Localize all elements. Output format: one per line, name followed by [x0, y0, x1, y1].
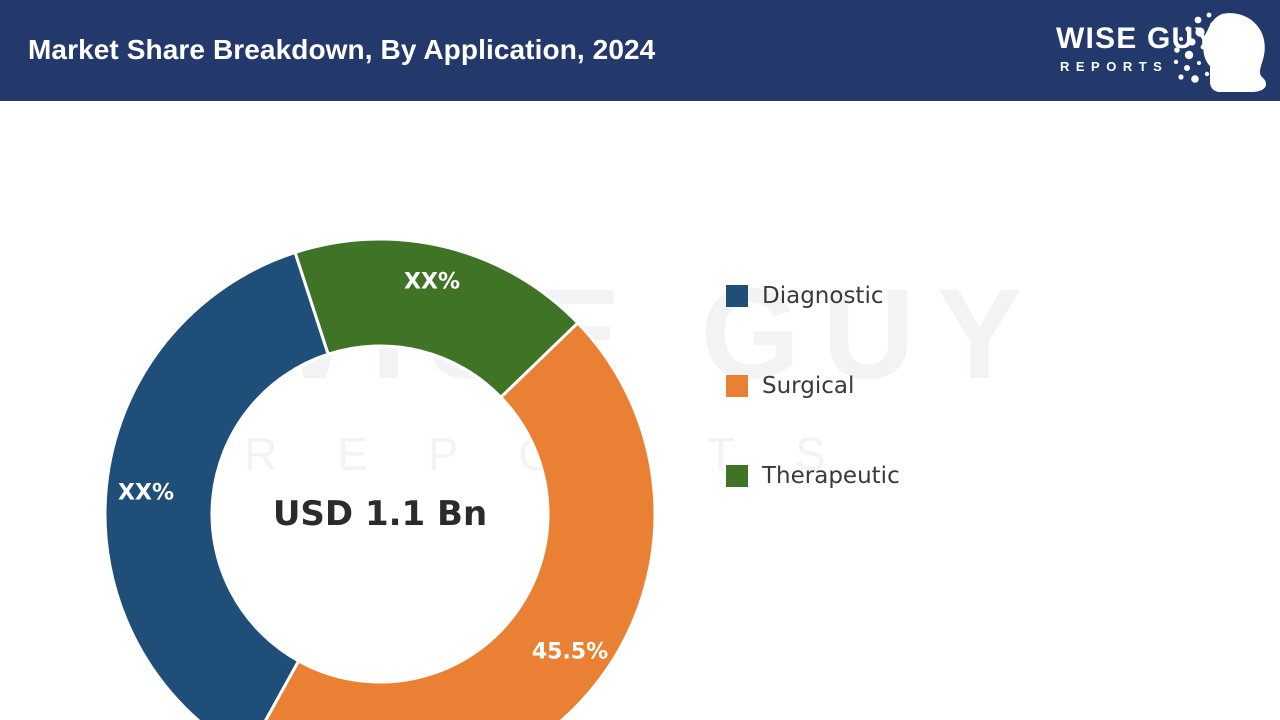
chart-canvas: WISE GUY REPORTS XX%45.5%XX% USD 1.1 Bn …: [0, 101, 1280, 720]
donut-chart: XX% 45.5% XX% USD 1.1 Bn: [103, 237, 657, 720]
legend-swatch-icon: [726, 285, 748, 307]
header-bar: Market Share Breakdown, By Application, …: [0, 0, 1280, 101]
legend-item-diagnostic[interactable]: Diagnostic: [726, 251, 1006, 341]
page-title: Market Share Breakdown, By Application, …: [28, 34, 656, 65]
legend-item-therapeutic[interactable]: Therapeutic: [726, 431, 1006, 521]
donut-center-value: USD 1.1 Bn: [273, 494, 487, 534]
chart-legend: Diagnostic Surgical Therapeutic: [726, 251, 1006, 521]
donut-slice-labels: XX% 45.5% XX%: [118, 270, 608, 665]
slice-label-diagnostic: XX%: [118, 481, 174, 506]
donut-slice-therapeutic[interactable]: [293, 237, 580, 400]
legend-swatch-icon: [726, 465, 748, 487]
logo-secondary-text: REPORTS: [1060, 59, 1169, 74]
donut-slices: [103, 237, 657, 720]
slice-label-surgical: 45.5%: [532, 640, 608, 665]
dotted-head-profile-icon: [1173, 12, 1266, 93]
legend-label: Therapeutic: [762, 463, 900, 489]
legend-item-surgical[interactable]: Surgical: [726, 341, 1006, 431]
legend-swatch-icon: [726, 375, 748, 397]
donut-slice-diagnostic[interactable]: [103, 250, 330, 720]
brand-logo: WISE GUY REPORTS: [1014, 6, 1272, 96]
slice-label-therapeutic: XX%: [404, 270, 460, 295]
legend-label: Diagnostic: [762, 283, 884, 309]
donut-slice-surgical[interactable]: [247, 320, 657, 720]
legend-label: Surgical: [762, 373, 855, 399]
